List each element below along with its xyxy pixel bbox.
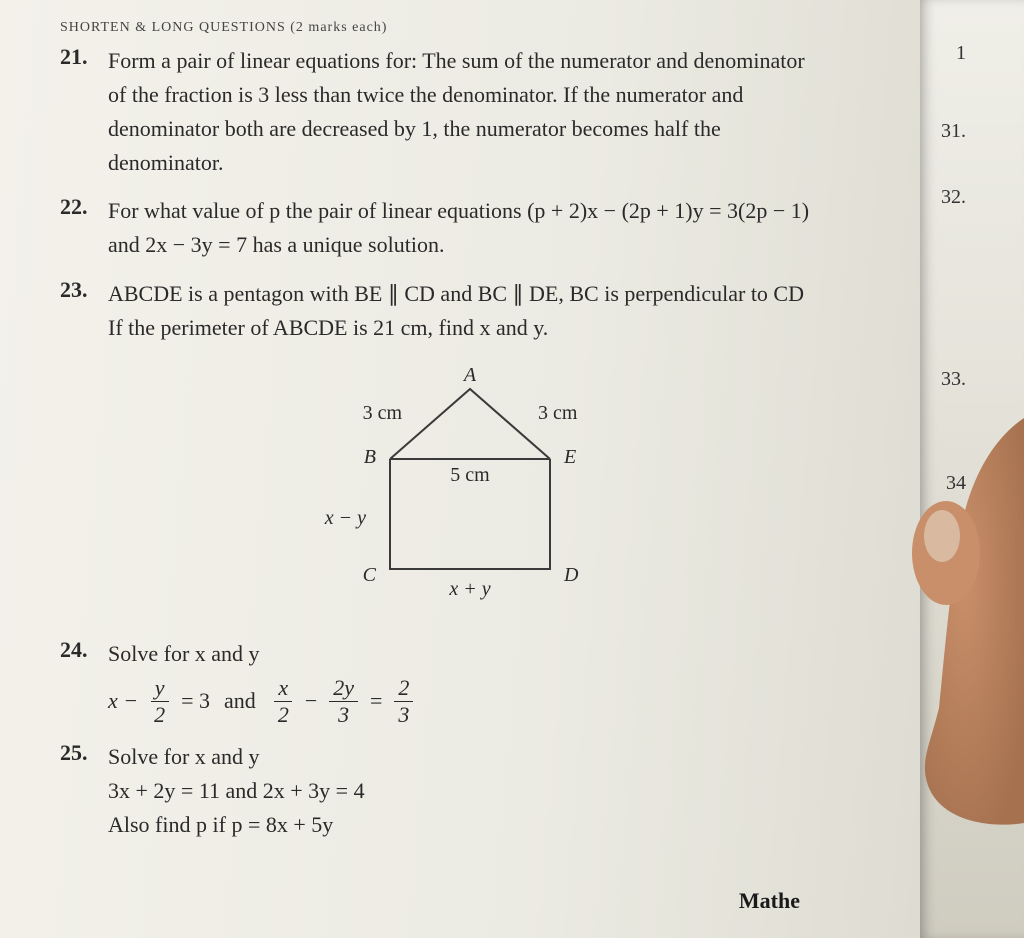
label-D: D — [563, 564, 579, 586]
label-A: A — [462, 364, 477, 386]
eq-eq: = — [370, 684, 382, 718]
fraction: 2y 3 — [329, 677, 358, 726]
question-24: 24. Solve for x and y x − y 2 = 3 and x … — [60, 637, 880, 726]
text-line: For what value of p the pair of linear e… — [108, 194, 880, 228]
question-text: ABCDE is a pentagon with BE ∥ CD and BC … — [108, 277, 880, 345]
margin-number-31: 31. — [941, 120, 966, 143]
text-line: Also find p if p = 8x + 5y — [108, 808, 880, 842]
header-cutoff: SHORTEN & LONG QUESTIONS (2 marks each) — [60, 20, 880, 34]
text-line: and 2x − 3y = 7 has a unique solution. — [108, 228, 880, 262]
eq-lead: x − — [108, 684, 138, 718]
question-number: 25. — [60, 740, 108, 766]
frac-den: 3 — [394, 702, 413, 726]
text-line: Form a pair of linear equations for: The… — [108, 44, 880, 78]
question-number: 24. — [60, 637, 108, 663]
text-line: Solve for x and y — [108, 637, 880, 671]
fraction: y 2 — [150, 677, 169, 726]
question-text: Solve for x and y x − y 2 = 3 and x 2 − … — [108, 637, 880, 726]
margin-number-1: 1 — [956, 42, 966, 65]
question-text: For what value of p the pair of linear e… — [108, 194, 880, 262]
margin-number-34: 34 — [946, 472, 966, 495]
margin-number-33: 33. — [941, 368, 966, 391]
footer-text: Mathe — [739, 888, 800, 914]
fraction: 2 3 — [394, 677, 413, 726]
eq-part: = 3 — [181, 684, 210, 718]
frac-den: 2 — [274, 702, 293, 726]
text-line: 3x + 2y = 11 and 2x + 3y = 4 — [108, 774, 880, 808]
question-text: Form a pair of linear equations for: The… — [108, 44, 880, 180]
question-text: Solve for x and y 3x + 2y = 11 and 2x + … — [108, 740, 880, 842]
eq-minus: − — [305, 684, 317, 718]
label-BC: x − y — [324, 507, 366, 529]
question-22: 22. For what value of p the pair of line… — [60, 194, 880, 262]
label-CD: x + y — [448, 578, 490, 600]
frac-num: 2y — [329, 677, 358, 702]
pentagon-figure: A B C D E 3 cm 3 cm 5 cm x − y x + y — [60, 359, 880, 619]
pentagon-svg: A B C D E 3 cm 3 cm 5 cm x − y x + y — [310, 359, 630, 619]
fraction: x 2 — [274, 677, 293, 726]
text-line: denominator both are decreased by 1, the… — [108, 112, 880, 146]
label-C: C — [363, 564, 377, 586]
frac-num: x — [274, 677, 292, 702]
text-line: of the fraction is 3 less than twice the… — [108, 78, 880, 112]
frac-den: 2 — [150, 702, 169, 726]
frac-num: y — [151, 677, 169, 702]
text-line: ABCDE is a pentagon with BE ∥ CD and BC … — [108, 277, 880, 311]
question-number: 23. — [60, 277, 108, 303]
text-line: denominator. — [108, 146, 880, 180]
page-surface: SHORTEN & LONG QUESTIONS (2 marks each) … — [0, 0, 920, 938]
text-line: Solve for x and y — [108, 740, 880, 774]
question-21: 21. Form a pair of linear equations for:… — [60, 44, 880, 180]
label-B: B — [364, 446, 376, 468]
frac-num: 2 — [394, 677, 413, 702]
question-25: 25. Solve for x and y 3x + 2y = 11 and 2… — [60, 740, 880, 842]
margin-number-32: 32. — [941, 186, 966, 209]
right-page-edge — [920, 0, 1024, 938]
label-BE: 5 cm — [450, 464, 490, 486]
label-AE: 3 cm — [538, 402, 578, 424]
frac-den: 3 — [334, 702, 353, 726]
text-line: If the perimeter of ABCDE is 21 cm, find… — [108, 311, 880, 345]
equation-24: x − y 2 = 3 and x 2 − 2y 3 = 2 — [108, 677, 880, 726]
question-23: 23. ABCDE is a pentagon with BE ∥ CD and… — [60, 277, 880, 345]
question-number: 21. — [60, 44, 108, 70]
question-number: 22. — [60, 194, 108, 220]
eq-and: and — [224, 684, 256, 718]
label-E: E — [563, 446, 576, 468]
label-AB: 3 cm — [363, 402, 403, 424]
